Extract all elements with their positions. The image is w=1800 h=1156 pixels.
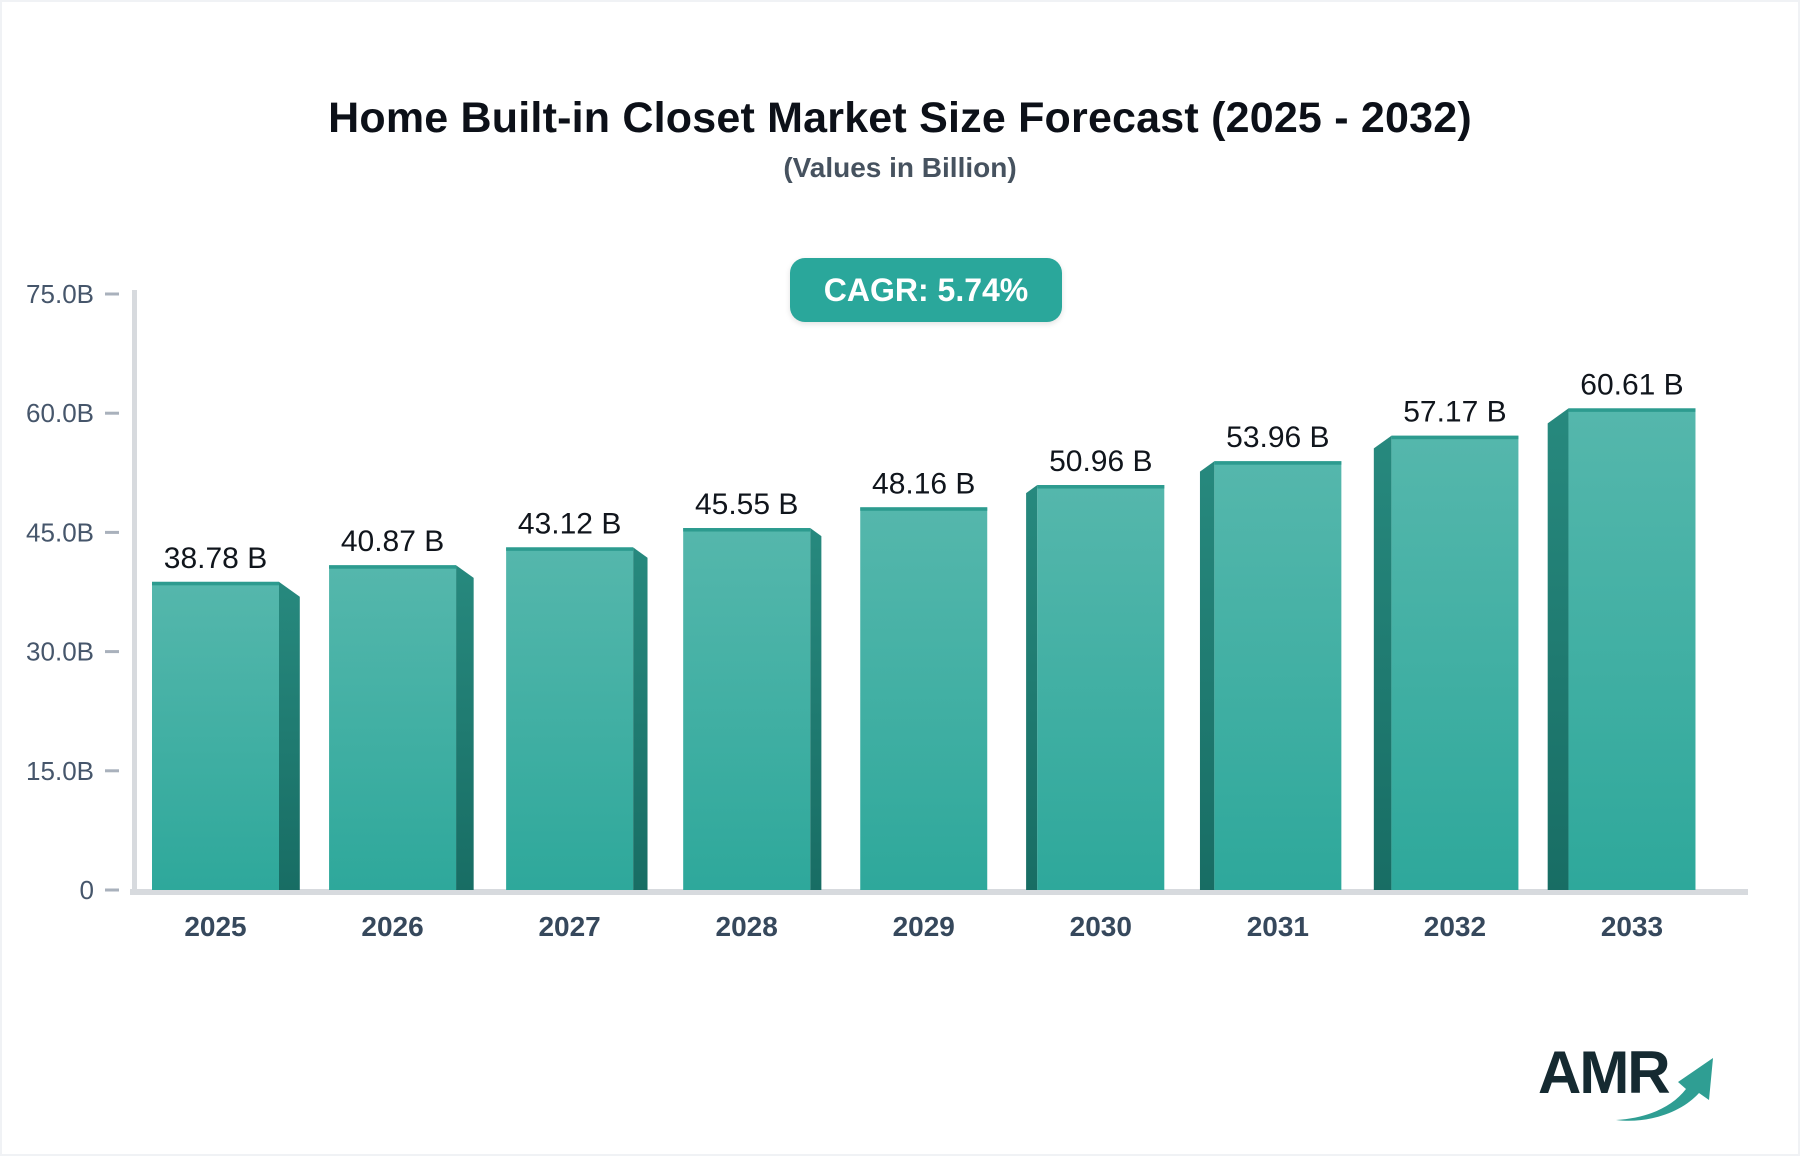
- bar-value-label: 38.78 B: [164, 542, 267, 575]
- bar-front-face: [1037, 485, 1165, 890]
- x-axis-category-label: 2025: [184, 911, 246, 942]
- y-tick-mark: [105, 888, 119, 892]
- x-axis-category-label: 2030: [1070, 911, 1132, 942]
- bar-side-face: [810, 528, 822, 890]
- y-tick-mark: [105, 292, 119, 296]
- amr-logo: AMR: [1530, 1032, 1750, 1142]
- bar-side-face: [1373, 435, 1392, 890]
- y-tick-mark: [105, 411, 119, 415]
- bar-front-face: [152, 581, 279, 890]
- x-axis-baseline: [130, 889, 1748, 895]
- bar-top-edge: [152, 581, 279, 586]
- bar-side-face: [1199, 461, 1215, 890]
- bar-group: 50.96 B 2030: [1026, 445, 1165, 942]
- y-tick-mark: [105, 650, 119, 654]
- bar-top-edge: [683, 528, 811, 532]
- bar-value-label: 60.61 B: [1580, 368, 1683, 401]
- bar-side-face: [633, 547, 648, 890]
- y-tick-label: 60.0B: [26, 398, 94, 428]
- bar-side-face: [279, 581, 300, 890]
- x-axis-category-label: 2031: [1247, 911, 1309, 942]
- y-tick-mark: [105, 530, 119, 534]
- bar-front-face: [1214, 461, 1342, 890]
- bar-front-face: [506, 547, 634, 890]
- bar-front-face: [683, 528, 811, 890]
- bar-front-face: [1391, 435, 1519, 890]
- bar-group: 60.61 B 2033: [1547, 368, 1696, 942]
- bar-group: 40.87 B 2026: [329, 525, 474, 942]
- bar-value-label: 48.16 B: [872, 467, 975, 500]
- bar-group: 45.55 B 2028: [683, 488, 822, 942]
- bar-top-edge: [860, 507, 988, 511]
- bar-side-face: [1026, 485, 1038, 890]
- chart-subtitle: (Values in Billion): [783, 152, 1017, 183]
- bar-side-face: [1547, 408, 1569, 890]
- x-axis-category-label: 2033: [1601, 911, 1663, 942]
- growth-arrow-icon: [1616, 1058, 1713, 1121]
- bar-side-face: [456, 565, 474, 890]
- bar-top-edge: [1568, 408, 1696, 412]
- bar-group: 57.17 B 2032: [1373, 396, 1519, 942]
- chart-title: Home Built-in Closet Market Size Forecas…: [328, 94, 1472, 142]
- y-tick-label: 15.0B: [26, 756, 94, 786]
- bar-value-label: 40.87 B: [341, 525, 444, 558]
- x-axis-category-label: 2026: [361, 911, 423, 942]
- bar-top-edge: [506, 547, 634, 551]
- bar-group: 48.16 B 2029: [860, 467, 988, 942]
- bar-group: 38.78 B 2025: [152, 542, 300, 942]
- y-axis-line: [132, 290, 137, 892]
- bar-front-face: [1568, 408, 1696, 890]
- bar-value-label: 53.96 B: [1226, 421, 1329, 454]
- x-axis-category-label: 2029: [893, 911, 955, 942]
- y-tick-label: 45.0B: [26, 517, 94, 547]
- cagr-badge: CAGR: 5.74%: [790, 258, 1062, 322]
- bar-value-label: 50.96 B: [1049, 445, 1152, 478]
- y-tick-label: 0: [80, 875, 94, 905]
- amr-logo-text: AMR: [1538, 1039, 1671, 1106]
- bar-top-edge: [1214, 461, 1342, 465]
- x-axis-category-label: 2028: [716, 911, 778, 942]
- bar-top-edge: [1391, 435, 1519, 440]
- x-axis-category-label: 2027: [538, 911, 600, 942]
- y-tick-mark: [105, 769, 119, 773]
- bar-top-edge: [329, 565, 457, 569]
- y-tick-label: 75.0B: [26, 279, 94, 309]
- bar-value-label: 57.17 B: [1403, 396, 1506, 429]
- bar-group: 53.96 B 2031: [1199, 421, 1342, 942]
- bar-top-edge: [1037, 485, 1165, 489]
- y-tick-label: 30.0B: [26, 637, 94, 667]
- bar-value-label: 45.55 B: [695, 488, 798, 521]
- bar-front-face: [329, 565, 457, 890]
- bar-group: 43.12 B 2027: [506, 507, 648, 942]
- bar-front-face: [860, 507, 988, 890]
- bar-value-label: 43.12 B: [518, 507, 621, 540]
- x-axis-category-label: 2032: [1424, 911, 1486, 942]
